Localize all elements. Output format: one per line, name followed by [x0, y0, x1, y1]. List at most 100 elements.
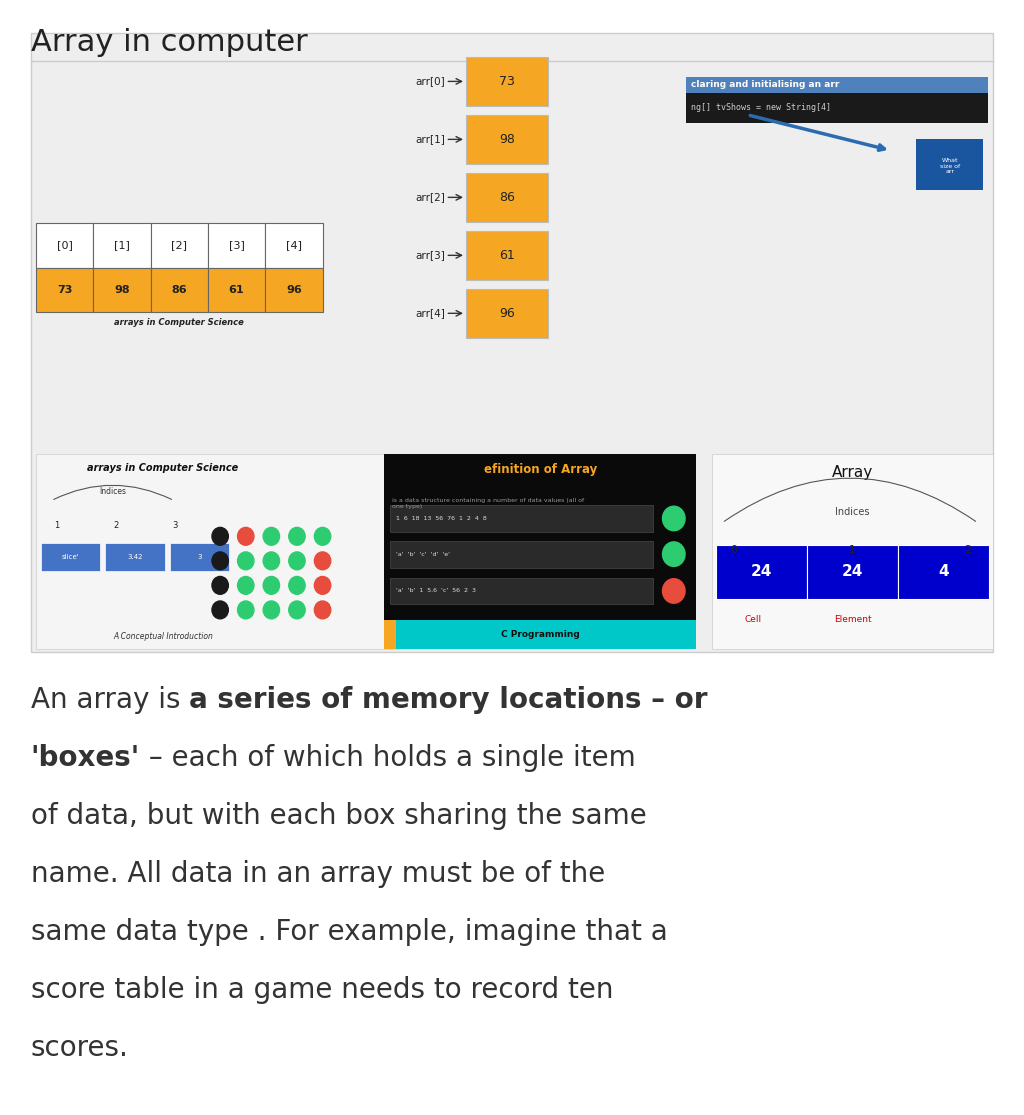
Bar — [807, 545, 898, 599]
Text: 86: 86 — [171, 285, 187, 294]
Bar — [170, 543, 229, 571]
Circle shape — [314, 527, 331, 545]
Bar — [93, 223, 151, 268]
Text: 73: 73 — [56, 285, 73, 294]
Bar — [31, 33, 993, 652]
Bar — [466, 289, 548, 338]
Circle shape — [663, 579, 685, 603]
Text: 3.42: 3.42 — [127, 554, 143, 560]
Text: C Programming: C Programming — [501, 630, 580, 639]
Circle shape — [238, 601, 254, 619]
Text: 73: 73 — [499, 75, 515, 88]
Text: 2: 2 — [113, 521, 119, 530]
Bar — [105, 543, 165, 571]
Text: [3]: [3] — [228, 241, 245, 250]
Bar — [466, 115, 548, 164]
Text: a series of memory locations – or: a series of memory locations – or — [189, 686, 708, 714]
Bar — [716, 545, 807, 599]
Bar — [390, 505, 653, 532]
Circle shape — [289, 576, 305, 594]
Text: is a data structure containing a number of data values (all of
one type): is a data structure containing a number … — [392, 498, 585, 510]
Circle shape — [212, 527, 228, 545]
Bar — [265, 268, 323, 312]
Text: 1: 1 — [849, 545, 856, 555]
Bar — [390, 578, 653, 604]
Bar — [151, 223, 208, 268]
Text: of data, but with each box sharing the same: of data, but with each box sharing the s… — [31, 802, 646, 830]
Text: 96: 96 — [286, 285, 302, 294]
Text: Indices: Indices — [99, 487, 126, 496]
Bar — [712, 454, 993, 649]
Bar — [93, 268, 151, 312]
Bar — [916, 139, 983, 190]
Text: 86: 86 — [499, 191, 515, 204]
Text: scores.: scores. — [31, 1034, 129, 1061]
Bar — [686, 93, 988, 123]
Text: ng[] tvShows = new String[4]: ng[] tvShows = new String[4] — [691, 103, 831, 112]
Circle shape — [663, 542, 685, 566]
Circle shape — [263, 601, 280, 619]
Text: 98: 98 — [114, 285, 130, 294]
Bar — [208, 268, 265, 312]
Bar — [466, 173, 548, 222]
Bar — [686, 77, 988, 93]
Text: [1]: [1] — [114, 241, 130, 250]
Circle shape — [263, 527, 280, 545]
Text: 1: 1 — [53, 521, 59, 530]
Text: 61: 61 — [499, 249, 515, 262]
Text: arrays in Computer Science: arrays in Computer Science — [115, 318, 244, 327]
Circle shape — [314, 576, 331, 594]
Text: Array: Array — [831, 465, 873, 479]
Text: 3: 3 — [172, 521, 178, 530]
Bar — [384, 620, 396, 649]
Text: 'a'  'b'  'c'  'd'  'e': 'a' 'b' 'c' 'd' 'e' — [396, 552, 451, 556]
Text: 4: 4 — [938, 564, 949, 580]
Circle shape — [212, 552, 228, 570]
Bar — [384, 620, 696, 649]
Bar — [898, 545, 989, 599]
Text: [0]: [0] — [56, 241, 73, 250]
Bar — [390, 541, 653, 568]
Text: 61: 61 — [228, 285, 245, 294]
Bar — [384, 454, 696, 649]
Circle shape — [238, 552, 254, 570]
Text: arr[4]: arr[4] — [416, 309, 445, 318]
Text: 'boxes': 'boxes' — [31, 744, 140, 772]
Circle shape — [238, 576, 254, 594]
Circle shape — [314, 601, 331, 619]
Text: 1  6  18  13  56  76  1  2  4  8: 1 6 18 13 56 76 1 2 4 8 — [396, 516, 487, 521]
Text: [2]: [2] — [171, 241, 187, 250]
Text: 98: 98 — [499, 133, 515, 146]
Bar — [41, 543, 100, 571]
Text: 0: 0 — [731, 545, 737, 555]
Text: A Conceptual Introduction: A Conceptual Introduction — [113, 632, 213, 641]
Text: claring and initialising an arr: claring and initialising an arr — [691, 80, 840, 89]
Text: 'a'  'b'  1  5.6  'c'  56  2  3: 'a' 'b' 1 5.6 'c' 56 2 3 — [396, 589, 476, 593]
Bar — [208, 223, 265, 268]
Text: 3: 3 — [198, 554, 202, 560]
Text: arr[1]: arr[1] — [416, 135, 445, 144]
Circle shape — [289, 552, 305, 570]
Text: Element: Element — [834, 615, 871, 624]
Bar — [151, 268, 208, 312]
Text: arr[3]: arr[3] — [416, 251, 445, 260]
Circle shape — [263, 552, 280, 570]
Text: same data type . For example, imagine that a: same data type . For example, imagine th… — [31, 918, 668, 946]
Text: score table in a game needs to record ten: score table in a game needs to record te… — [31, 976, 613, 1004]
Text: [4]: [4] — [286, 241, 302, 250]
Circle shape — [212, 601, 228, 619]
Circle shape — [289, 601, 305, 619]
Bar — [36, 223, 93, 268]
Text: arr[0]: arr[0] — [416, 77, 445, 86]
Text: Cell: Cell — [744, 615, 761, 624]
Text: Indices: Indices — [836, 507, 869, 517]
Text: name. All data in an array must be of the: name. All data in an array must be of th… — [31, 860, 605, 888]
Circle shape — [263, 576, 280, 594]
Text: 2: 2 — [965, 545, 971, 555]
Text: 96: 96 — [499, 307, 515, 320]
Bar — [36, 268, 93, 312]
Text: 24: 24 — [751, 564, 772, 580]
Text: An array is: An array is — [31, 686, 189, 714]
Circle shape — [212, 576, 228, 594]
Text: efinition of Array: efinition of Array — [483, 463, 597, 476]
